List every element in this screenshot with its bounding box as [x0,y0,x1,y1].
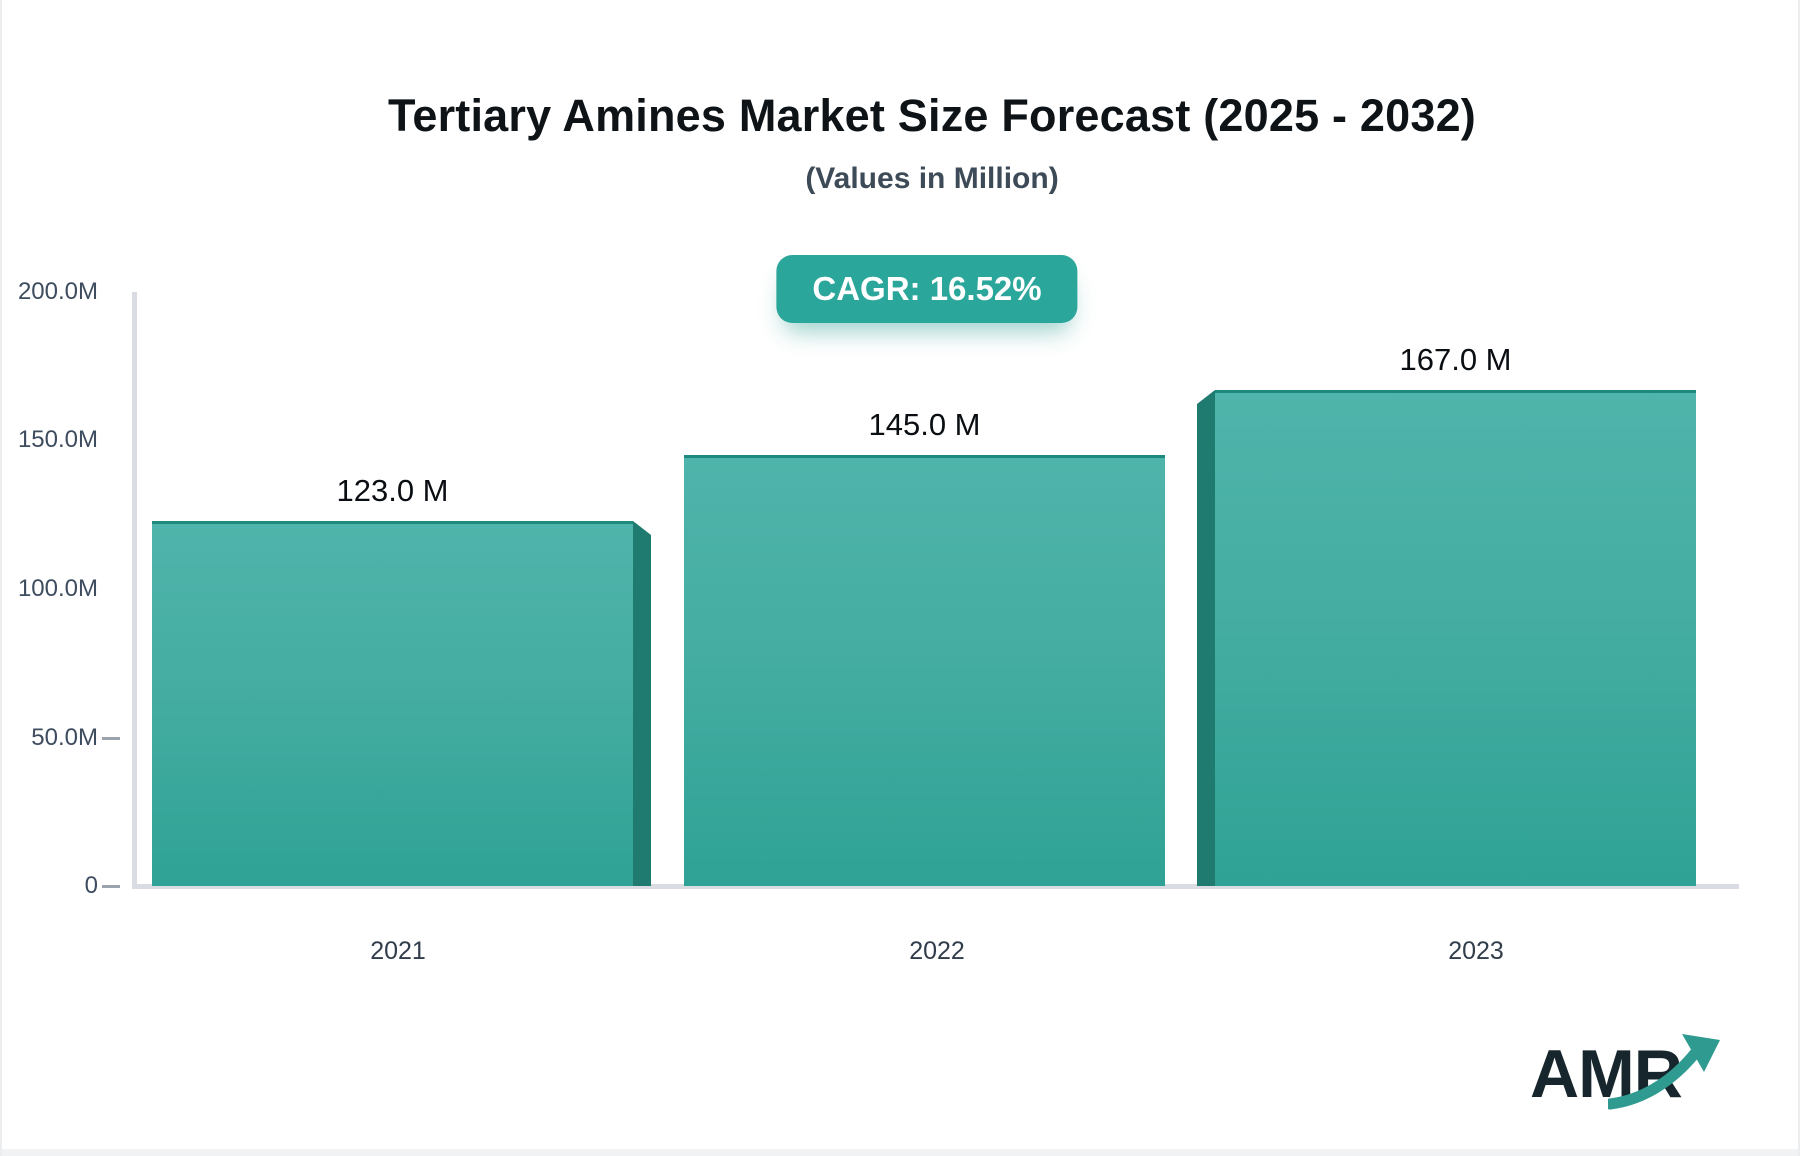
y-axis-label: 100.0M [17,575,98,602]
x-axis-label: 2022 [909,937,965,965]
chart-subtitle: (Values in Million) [805,162,1059,195]
bar-value-label: 145.0 M [868,407,981,442]
y-axis-label: 150.0M [17,426,98,453]
x-axis-label: 2021 [370,937,426,965]
y-tick-mark [102,885,120,888]
bar-value-label: 167.0 M [1399,342,1512,377]
x-axis-baseline [132,884,1739,889]
bar-2021 [152,521,633,886]
amr-logo-text: AMR [1530,1036,1683,1112]
y-axis-line [132,292,137,886]
cagr-badge: CAGR: 16.52% [776,255,1078,323]
bar-value-label: 123.0 M [336,473,449,508]
amr-logo: AMR [1530,1032,1730,1122]
y-axis-label: 50.0M [31,724,98,751]
y-axis-label: 0 [84,872,98,899]
x-axis-label: 2023 [1448,937,1504,965]
bar-3d-side-panel [1197,390,1215,886]
y-tick-mark [102,737,120,740]
page-bottom-edge [2,1149,1798,1156]
y-axis-label: 200.0M [17,278,98,305]
bar-2022 [684,455,1165,886]
bar-3d-side-panel [633,521,651,886]
bar-2023 [1215,390,1696,886]
growth-arrow-icon [1608,1034,1720,1110]
chart-title: Tertiary Amines Market Size Forecast (20… [387,90,1477,141]
